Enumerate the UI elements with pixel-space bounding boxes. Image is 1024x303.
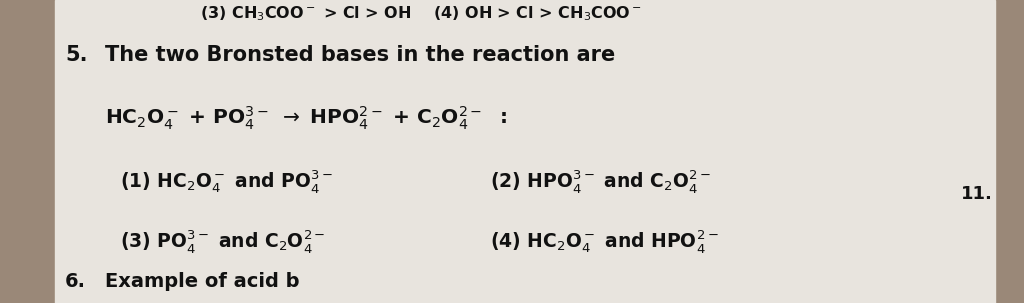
Bar	[0, 0, 55, 303]
Text: 6.: 6.	[65, 272, 86, 291]
Text: HC$_2$O$_4^-$ + PO$_4^{3-}$ $\rightarrow$ HPO$_4^{2-}$ + C$_2$O$_4^{2-}$  :: HC$_2$O$_4^-$ + PO$_4^{3-}$ $\rightarrow…	[105, 105, 507, 132]
Text: (4) HC$_2$O$_4^-$ and HPO$_4^{2-}$: (4) HC$_2$O$_4^-$ and HPO$_4^{2-}$	[490, 228, 719, 255]
Text: (3) PO$_4^{3-}$ and C$_2$O$_4^{2-}$: (3) PO$_4^{3-}$ and C$_2$O$_4^{2-}$	[120, 228, 326, 255]
Text: The two Bronsted bases in the reaction are: The two Bronsted bases in the reaction a…	[105, 45, 615, 65]
Bar	[995, 0, 1024, 303]
Text: (2) HPO$_4^{3-}$ and C$_2$O$_4^{2-}$: (2) HPO$_4^{3-}$ and C$_2$O$_4^{2-}$	[490, 168, 712, 195]
Text: Example of acid b: Example of acid b	[105, 272, 299, 291]
Text: (1) HC$_2$O$_4^-$ and PO$_4^{3-}$: (1) HC$_2$O$_4^-$ and PO$_4^{3-}$	[120, 168, 333, 195]
Text: 5.: 5.	[65, 45, 87, 65]
Text: (3) CH$_3$COO$^-$ > Cl > OH    (4) OH > Cl > CH$_3$COO$^-$: (3) CH$_3$COO$^-$ > Cl > OH (4) OH > Cl …	[200, 4, 642, 23]
Text: 11.: 11.	[962, 185, 993, 203]
